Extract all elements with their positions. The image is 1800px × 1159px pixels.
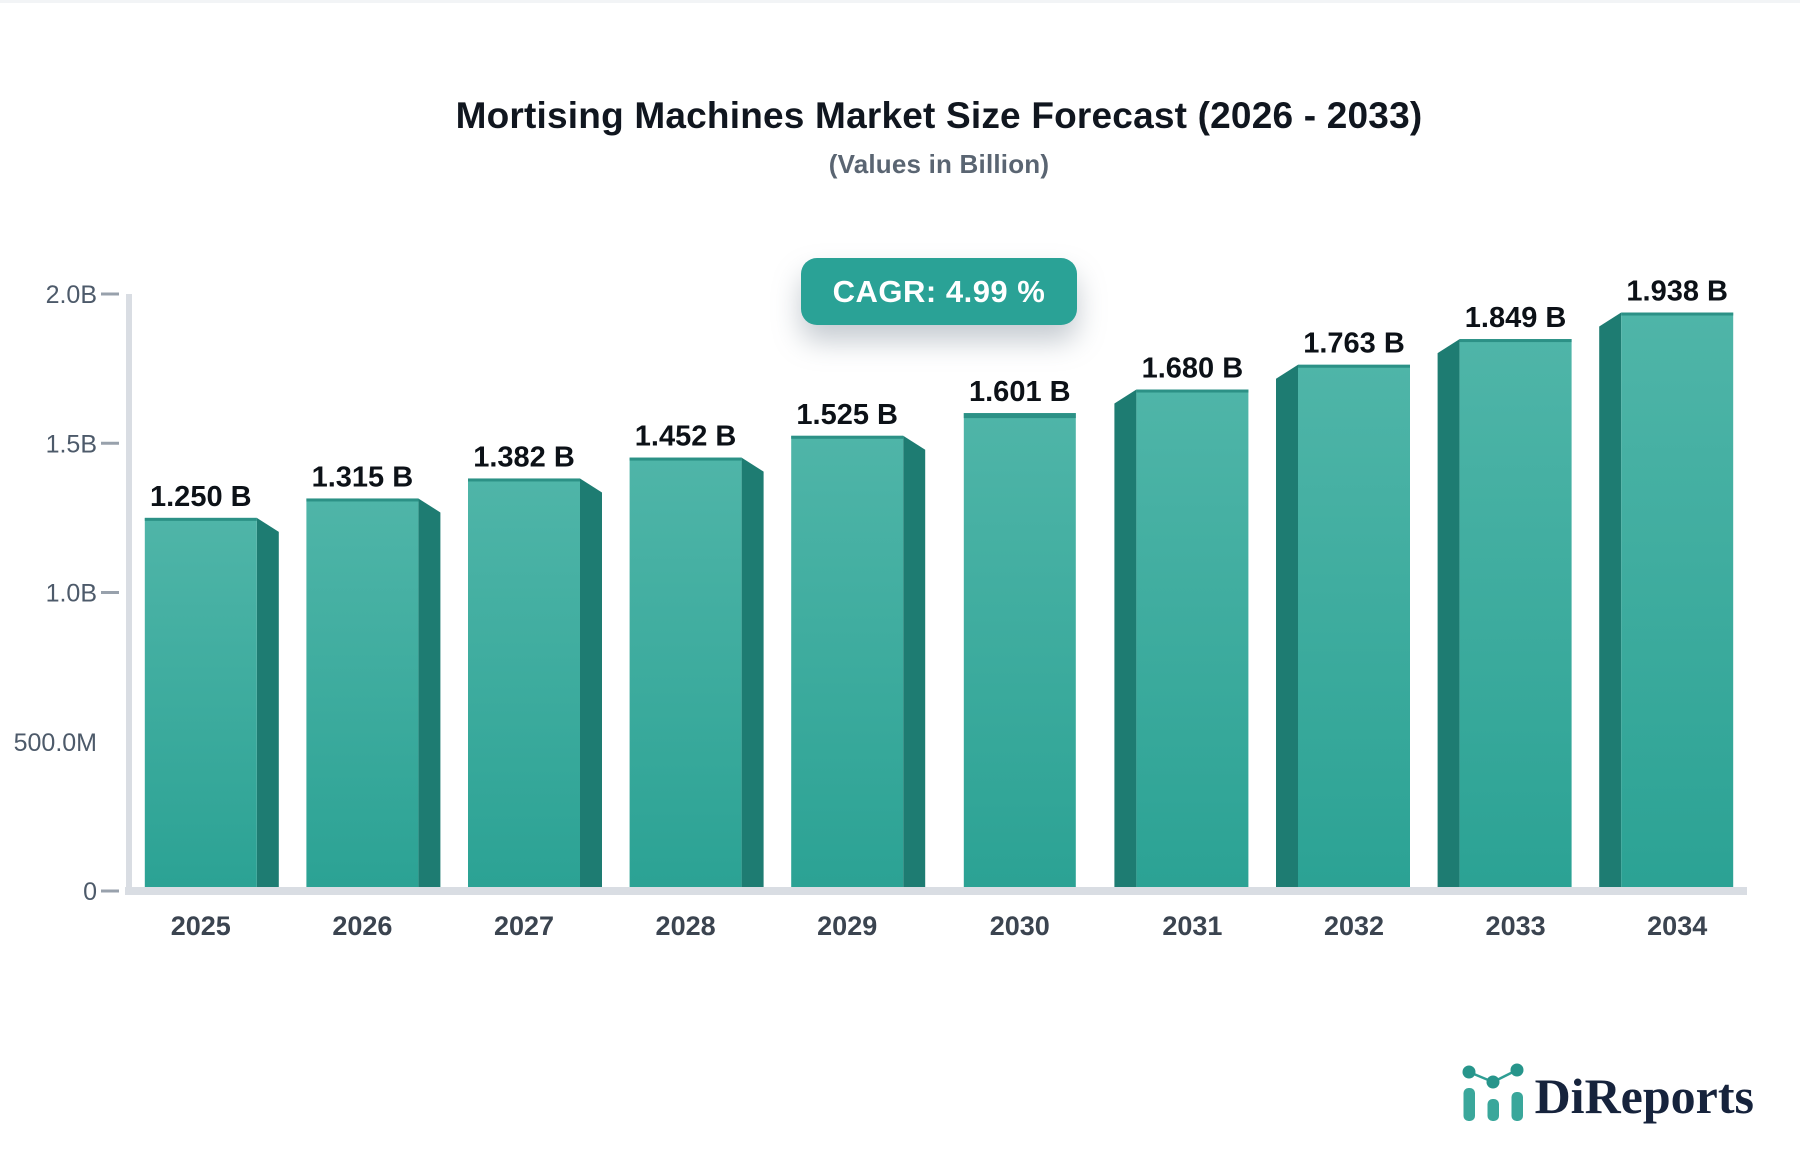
bar-top-edge	[629, 457, 742, 461]
chart-subtitle: (Values in Billion)	[828, 149, 1050, 179]
bar-side-face	[256, 517, 279, 893]
y-tick-label: 0	[83, 878, 97, 906]
bar-front-face	[791, 435, 904, 891]
bar-value-label: 1.763 B	[1303, 328, 1405, 360]
bar-top-edge	[1621, 312, 1734, 316]
bar-2030: 1.601 B	[963, 376, 1076, 891]
direports-logo-icon	[1462, 1063, 1524, 1121]
bar-value-label: 1.680 B	[1142, 353, 1244, 385]
bar-front-face	[306, 498, 419, 891]
cagr-badge: CAGR: 4.99 %	[801, 258, 1077, 325]
bar-side-face	[1114, 389, 1137, 893]
bar-front-face	[1136, 389, 1249, 891]
direports-logo: DiReports	[1461, 1061, 1754, 1121]
bar-value-label: 1.938 B	[1626, 276, 1728, 308]
y-axis: 0 500.0M 1.0B 1.5B 2.0B	[14, 281, 132, 906]
year-label-2030: 2030	[990, 911, 1050, 941]
bar-front-face	[1298, 364, 1410, 891]
bar-top-edge	[791, 435, 904, 439]
x-axis-line	[125, 887, 1747, 895]
year-label-2025: 2025	[171, 911, 231, 941]
bar-side-face	[903, 435, 926, 893]
bar-side-face	[418, 498, 441, 893]
bar-2032: 1.763 B	[1276, 328, 1410, 893]
bar-2034: 1.938 B	[1599, 276, 1734, 894]
bar-side-face	[741, 457, 764, 893]
bar-2028: 1.452 B	[629, 421, 764, 893]
bar-2025: 1.250 B	[144, 481, 279, 893]
bar-side-face	[580, 478, 602, 893]
bar-top-edge	[1298, 364, 1410, 368]
bar-front-face	[1459, 339, 1572, 891]
bar-top-edge	[1459, 339, 1572, 343]
bar-front-face	[963, 413, 1076, 891]
y-tick-label: 2.0B	[46, 281, 97, 309]
bar-side-face	[1276, 364, 1298, 893]
year-label-2027: 2027	[494, 911, 554, 941]
y-axis-line	[126, 294, 132, 894]
bar-2027: 1.382 B	[468, 441, 602, 893]
bar-front-face	[629, 457, 742, 891]
bar-front-face	[468, 478, 580, 891]
bar-side-face	[1437, 339, 1460, 893]
bar-2033: 1.849 B	[1437, 302, 1572, 893]
bar-2031: 1.680 B	[1114, 353, 1249, 893]
bar-front-face	[1621, 312, 1734, 892]
bar-value-label: 1.452 B	[635, 421, 737, 453]
bar-top-edge	[306, 498, 419, 502]
year-label-2029: 2029	[817, 911, 877, 941]
bars-group: 1.250 B 1.315 B 1.382 B 1.452 B 1.525 B 1.601…	[144, 276, 1734, 894]
cagr-badge-label: CAGR: 4.99 %	[832, 273, 1046, 309]
bar-side-face	[1599, 312, 1622, 894]
bar-top-edge	[144, 517, 257, 521]
cagr-badge-row: CAGR: 4.99 %	[78, 258, 1800, 325]
year-label-2032: 2032	[1324, 911, 1384, 941]
year-label-2033: 2033	[1486, 911, 1546, 941]
bar-value-label: 1.525 B	[796, 399, 898, 431]
chart-title: Mortising Machines Market Size Forecast …	[455, 95, 1423, 136]
y-tick-label: 1.5B	[46, 430, 97, 458]
bar-2026: 1.315 B	[306, 461, 441, 893]
bar-front-face	[144, 517, 257, 891]
bar-chart-plot: 0 500.0M 1.0B 1.5B 2.0B 1.250 B 1.315 B 1.382 B…	[14, 276, 1747, 941]
year-label-2028: 2028	[656, 911, 716, 941]
bar-top-edge	[468, 478, 580, 482]
y-tick-label: 1.0B	[46, 580, 97, 608]
y-tick-label: 500.0M	[14, 729, 97, 757]
year-label-2031: 2031	[1162, 911, 1222, 941]
direports-logo-text: DiReports	[1534, 1068, 1754, 1124]
bar-top-edge	[1136, 389, 1249, 393]
bar-value-label: 1.250 B	[150, 481, 252, 513]
bar-value-label: 1.315 B	[312, 461, 414, 493]
bar-value-label: 1.849 B	[1465, 302, 1567, 334]
bar-value-label: 1.382 B	[473, 441, 575, 473]
year-label-2034: 2034	[1647, 911, 1707, 941]
bar-2029: 1.525 B	[791, 399, 926, 893]
bar-top-edge	[963, 413, 1076, 419]
year-label-2026: 2026	[332, 911, 392, 941]
bar-value-label: 1.601 B	[969, 376, 1071, 408]
